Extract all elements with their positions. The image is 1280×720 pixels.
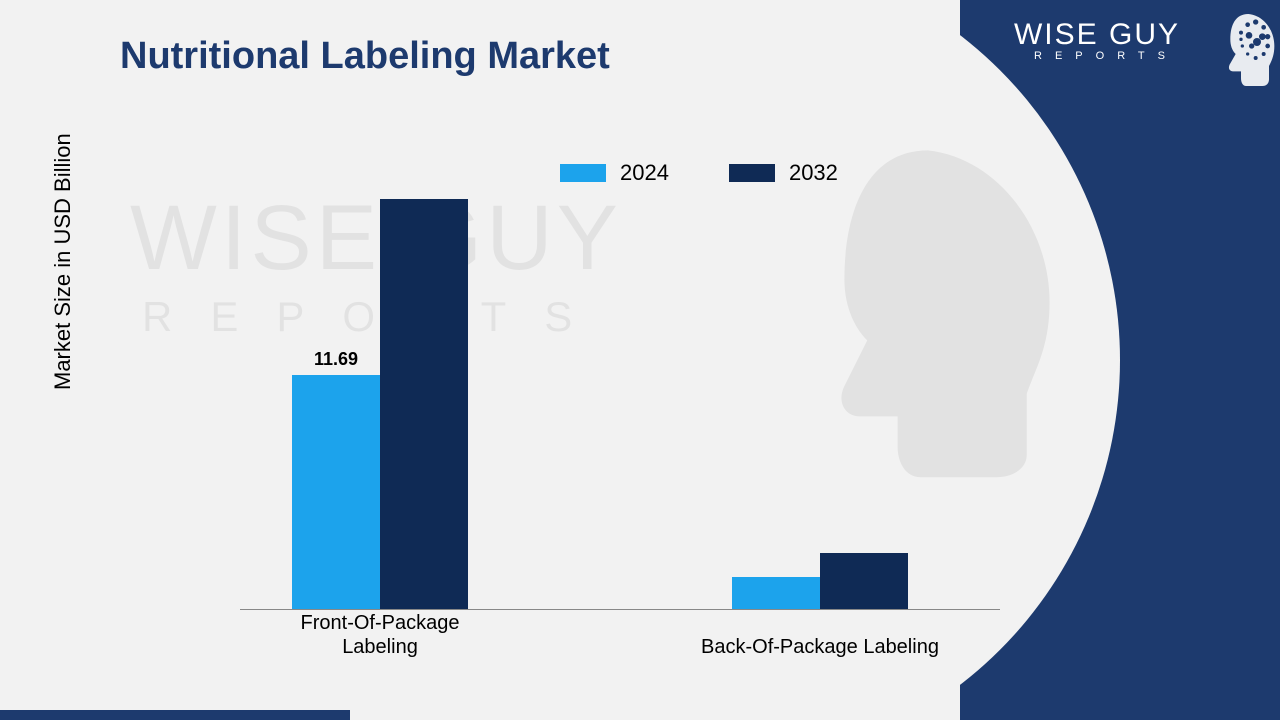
chart-canvas: WISE GUY REPORTS Nutritional Labeling Ma…: [0, 0, 1280, 720]
bar-2024-front: 11.69: [292, 375, 380, 609]
chart-title: Nutritional Labeling Market: [120, 35, 610, 78]
brand-logo: WISE GUY REPORTS: [1014, 18, 1180, 62]
y-axis-label: Market Size in USD Billion: [50, 133, 76, 390]
legend-label-2032: 2032: [789, 160, 838, 186]
bar-label-2024-front: 11.69: [292, 349, 380, 370]
legend-item-2024: 2024: [560, 160, 669, 186]
legend-swatch-2032: [729, 164, 775, 182]
brand-head-icon: [1210, 10, 1280, 90]
category-label-1: Back-Of-Package Labeling: [700, 635, 940, 659]
legend-swatch-2024: [560, 164, 606, 182]
brand-sub-text: REPORTS: [1014, 50, 1180, 62]
legend: 2024 2032: [560, 160, 838, 186]
bar-group-1: Back-Of-Package Labeling: [700, 553, 940, 609]
bottom-accent-bar: [0, 710, 350, 720]
x-axis-line: [240, 609, 1000, 610]
legend-item-2032: 2032: [729, 160, 838, 186]
bar-2032-front: [380, 199, 468, 609]
bar-2024-back: [732, 577, 820, 609]
brand-main-text: WISE GUY: [1014, 18, 1180, 52]
plot-area: 11.69 Front-Of-Package Labeling Back-Of-…: [140, 200, 960, 610]
bar-2032-back: [820, 553, 908, 609]
bar-group-0: 11.69 Front-Of-Package Labeling: [260, 199, 500, 609]
legend-label-2024: 2024: [620, 160, 669, 186]
category-label-0: Front-Of-Package Labeling: [260, 611, 500, 659]
